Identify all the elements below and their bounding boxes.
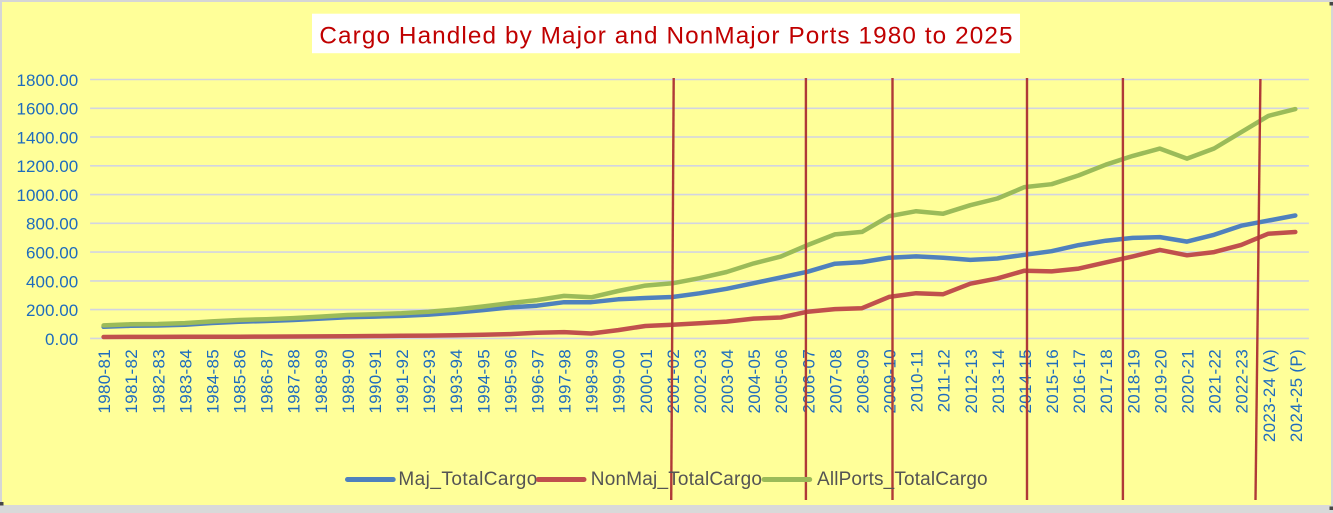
svg-text:2013-14: 2013-14 <box>989 349 1008 414</box>
svg-text:1989-90: 1989-90 <box>339 349 358 414</box>
svg-text:1991-92: 1991-92 <box>393 349 412 414</box>
svg-text:400.00: 400.00 <box>26 272 78 291</box>
svg-text:1993-94: 1993-94 <box>447 349 466 414</box>
svg-text:2022-23: 2022-23 <box>1233 349 1252 414</box>
svg-text:1000.00: 1000.00 <box>16 186 78 205</box>
svg-text:1600.00: 1600.00 <box>16 100 78 119</box>
svg-text:2002-03: 2002-03 <box>691 349 710 414</box>
svg-text:2009-10: 2009-10 <box>881 349 900 414</box>
svg-text:2004-05: 2004-05 <box>745 349 764 414</box>
svg-text:600.00: 600.00 <box>26 244 78 263</box>
svg-text:1998-99: 1998-99 <box>583 349 602 414</box>
svg-text:1981-82: 1981-82 <box>122 349 141 414</box>
svg-text:2007-08: 2007-08 <box>826 349 845 414</box>
svg-text:1995-96: 1995-96 <box>501 349 520 414</box>
svg-text:2010-11: 2010-11 <box>908 349 927 412</box>
svg-text:Maj_TotalCargo: Maj_TotalCargo <box>398 469 537 490</box>
svg-text:2006-07: 2006-07 <box>799 349 818 414</box>
svg-text:1980-81: 1980-81 <box>95 349 114 414</box>
svg-text:2005-06: 2005-06 <box>772 349 791 414</box>
svg-text:2008-09: 2008-09 <box>854 349 873 414</box>
svg-text:1986-87: 1986-87 <box>258 349 277 414</box>
svg-text:2000-01: 2000-01 <box>637 349 656 414</box>
svg-text:1800.00: 1800.00 <box>16 71 78 90</box>
svg-text:2014-15: 2014-15 <box>1016 349 1035 414</box>
svg-text:2012-13: 2012-13 <box>962 349 981 414</box>
svg-text:1984-85: 1984-85 <box>204 349 223 414</box>
svg-text:0.00: 0.00 <box>45 330 78 349</box>
svg-text:AllPorts_TotalCargo: AllPorts_TotalCargo <box>817 469 988 490</box>
svg-text:2001-02: 2001-02 <box>664 349 683 414</box>
svg-text:2018-19: 2018-19 <box>1124 349 1143 414</box>
svg-text:1992-93: 1992-93 <box>420 349 439 414</box>
svg-text:2011-12: 2011-12 <box>935 349 954 412</box>
svg-text:1985-86: 1985-86 <box>231 349 250 414</box>
svg-text:1999-00: 1999-00 <box>610 349 629 414</box>
svg-text:2023-24 (A): 2023-24 (A) <box>1260 349 1279 442</box>
svg-text:2017-18: 2017-18 <box>1097 349 1116 414</box>
svg-text:1996-97: 1996-97 <box>529 349 548 414</box>
svg-text:2024-25 (P): 2024-25 (P) <box>1287 349 1306 442</box>
svg-text:NonMaj_TotalCargo: NonMaj_TotalCargo <box>591 469 762 490</box>
svg-text:2020-21: 2020-21 <box>1179 349 1198 414</box>
svg-text:1983-84: 1983-84 <box>176 349 195 414</box>
svg-text:200.00: 200.00 <box>26 301 78 320</box>
svg-text:1990-91: 1990-91 <box>366 349 385 414</box>
svg-text:1982-83: 1982-83 <box>149 349 168 414</box>
svg-text:2021-22: 2021-22 <box>1206 349 1225 414</box>
svg-text:2019-20: 2019-20 <box>1151 349 1170 414</box>
svg-text:1997-98: 1997-98 <box>556 349 575 414</box>
svg-text:2015-16: 2015-16 <box>1043 349 1062 414</box>
svg-text:1200.00: 1200.00 <box>16 157 78 176</box>
svg-text:1994-95: 1994-95 <box>474 349 493 414</box>
svg-text:1400.00: 1400.00 <box>16 128 78 147</box>
svg-text:1988-89: 1988-89 <box>312 349 331 414</box>
svg-text:1987-88: 1987-88 <box>285 349 304 414</box>
svg-text:2003-04: 2003-04 <box>718 349 737 414</box>
svg-text:Cargo Handled by Major and Non: Cargo Handled by Major and NonMajor Port… <box>319 23 1013 50</box>
svg-text:800.00: 800.00 <box>26 215 78 234</box>
svg-text:2016-17: 2016-17 <box>1070 349 1089 414</box>
